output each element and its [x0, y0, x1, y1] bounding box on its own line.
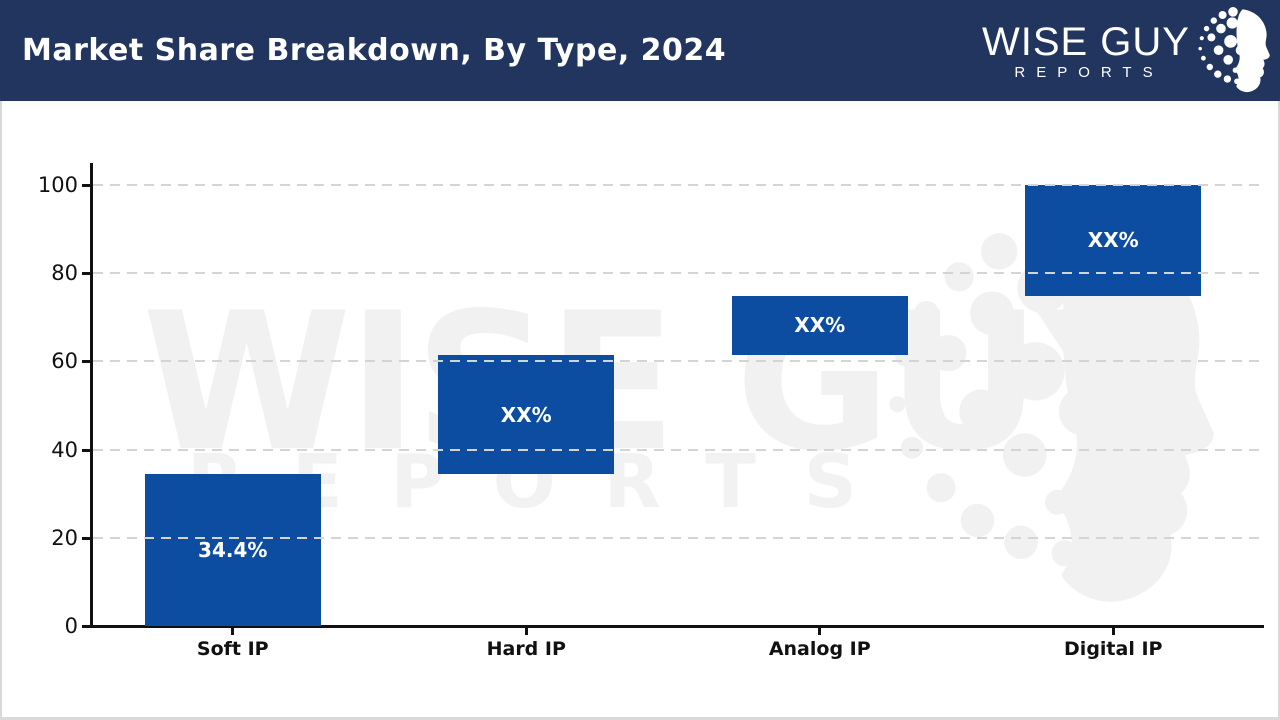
- y-tick-mark: [82, 625, 90, 628]
- y-tick-label: 0: [64, 614, 78, 638]
- x-axis: [88, 625, 1264, 628]
- chart-title: Market Share Breakdown, By Type, 2024: [22, 33, 727, 68]
- bar-soft-ip: 34.4%: [144, 474, 321, 626]
- header-bar: Market Share Breakdown, By Type, 2024 WI…: [0, 0, 1280, 101]
- gridline: [93, 536, 1264, 539]
- x-category-label: Hard IP: [486, 638, 566, 660]
- gridline: [93, 448, 1264, 451]
- x-tick-mark: [524, 628, 528, 635]
- bar-value-label: XX%: [1087, 228, 1139, 253]
- y-tick-mark: [82, 184, 90, 187]
- x-category-label: Soft IP: [196, 638, 269, 660]
- bar-value-label: 34.4%: [198, 538, 268, 563]
- y-axis: [90, 163, 93, 628]
- y-tick-label: 20: [51, 525, 78, 550]
- y-tick-label: 80: [51, 261, 78, 286]
- bar-hard-ip: XX%: [438, 355, 615, 475]
- y-tick-mark: [82, 272, 90, 276]
- logo-text: WISE GUY REPORTS: [982, 21, 1190, 81]
- x-tick-mark: [818, 628, 822, 635]
- bar-value-label: XX%: [794, 313, 846, 338]
- x-tick-mark: [231, 628, 235, 635]
- y-tick-mark: [82, 360, 90, 364]
- y-tick-label: 100: [37, 173, 78, 197]
- logo-subtitle: REPORTS: [1014, 63, 1164, 81]
- y-tick-label: 60: [51, 349, 78, 374]
- logo-wordmark: WISE GUY: [981, 19, 1190, 64]
- gridline: [93, 360, 1264, 363]
- bar-digital-ip: XX%: [1025, 185, 1202, 296]
- x-tick-mark: [1111, 628, 1115, 635]
- bar-value-label: XX%: [500, 402, 552, 427]
- y-tick-mark: [82, 536, 90, 540]
- x-category-label: Analog IP: [768, 638, 871, 660]
- gridline: [93, 272, 1264, 275]
- x-category-label: Digital IP: [1064, 638, 1163, 660]
- y-tick-label: 40: [51, 437, 78, 462]
- gridline: [93, 184, 1264, 186]
- wise-guy-logo: WISE GUY REPORTS: [982, 4, 1272, 97]
- bar-analog-ip: XX%: [731, 295, 908, 356]
- y-tick-mark: [82, 448, 90, 452]
